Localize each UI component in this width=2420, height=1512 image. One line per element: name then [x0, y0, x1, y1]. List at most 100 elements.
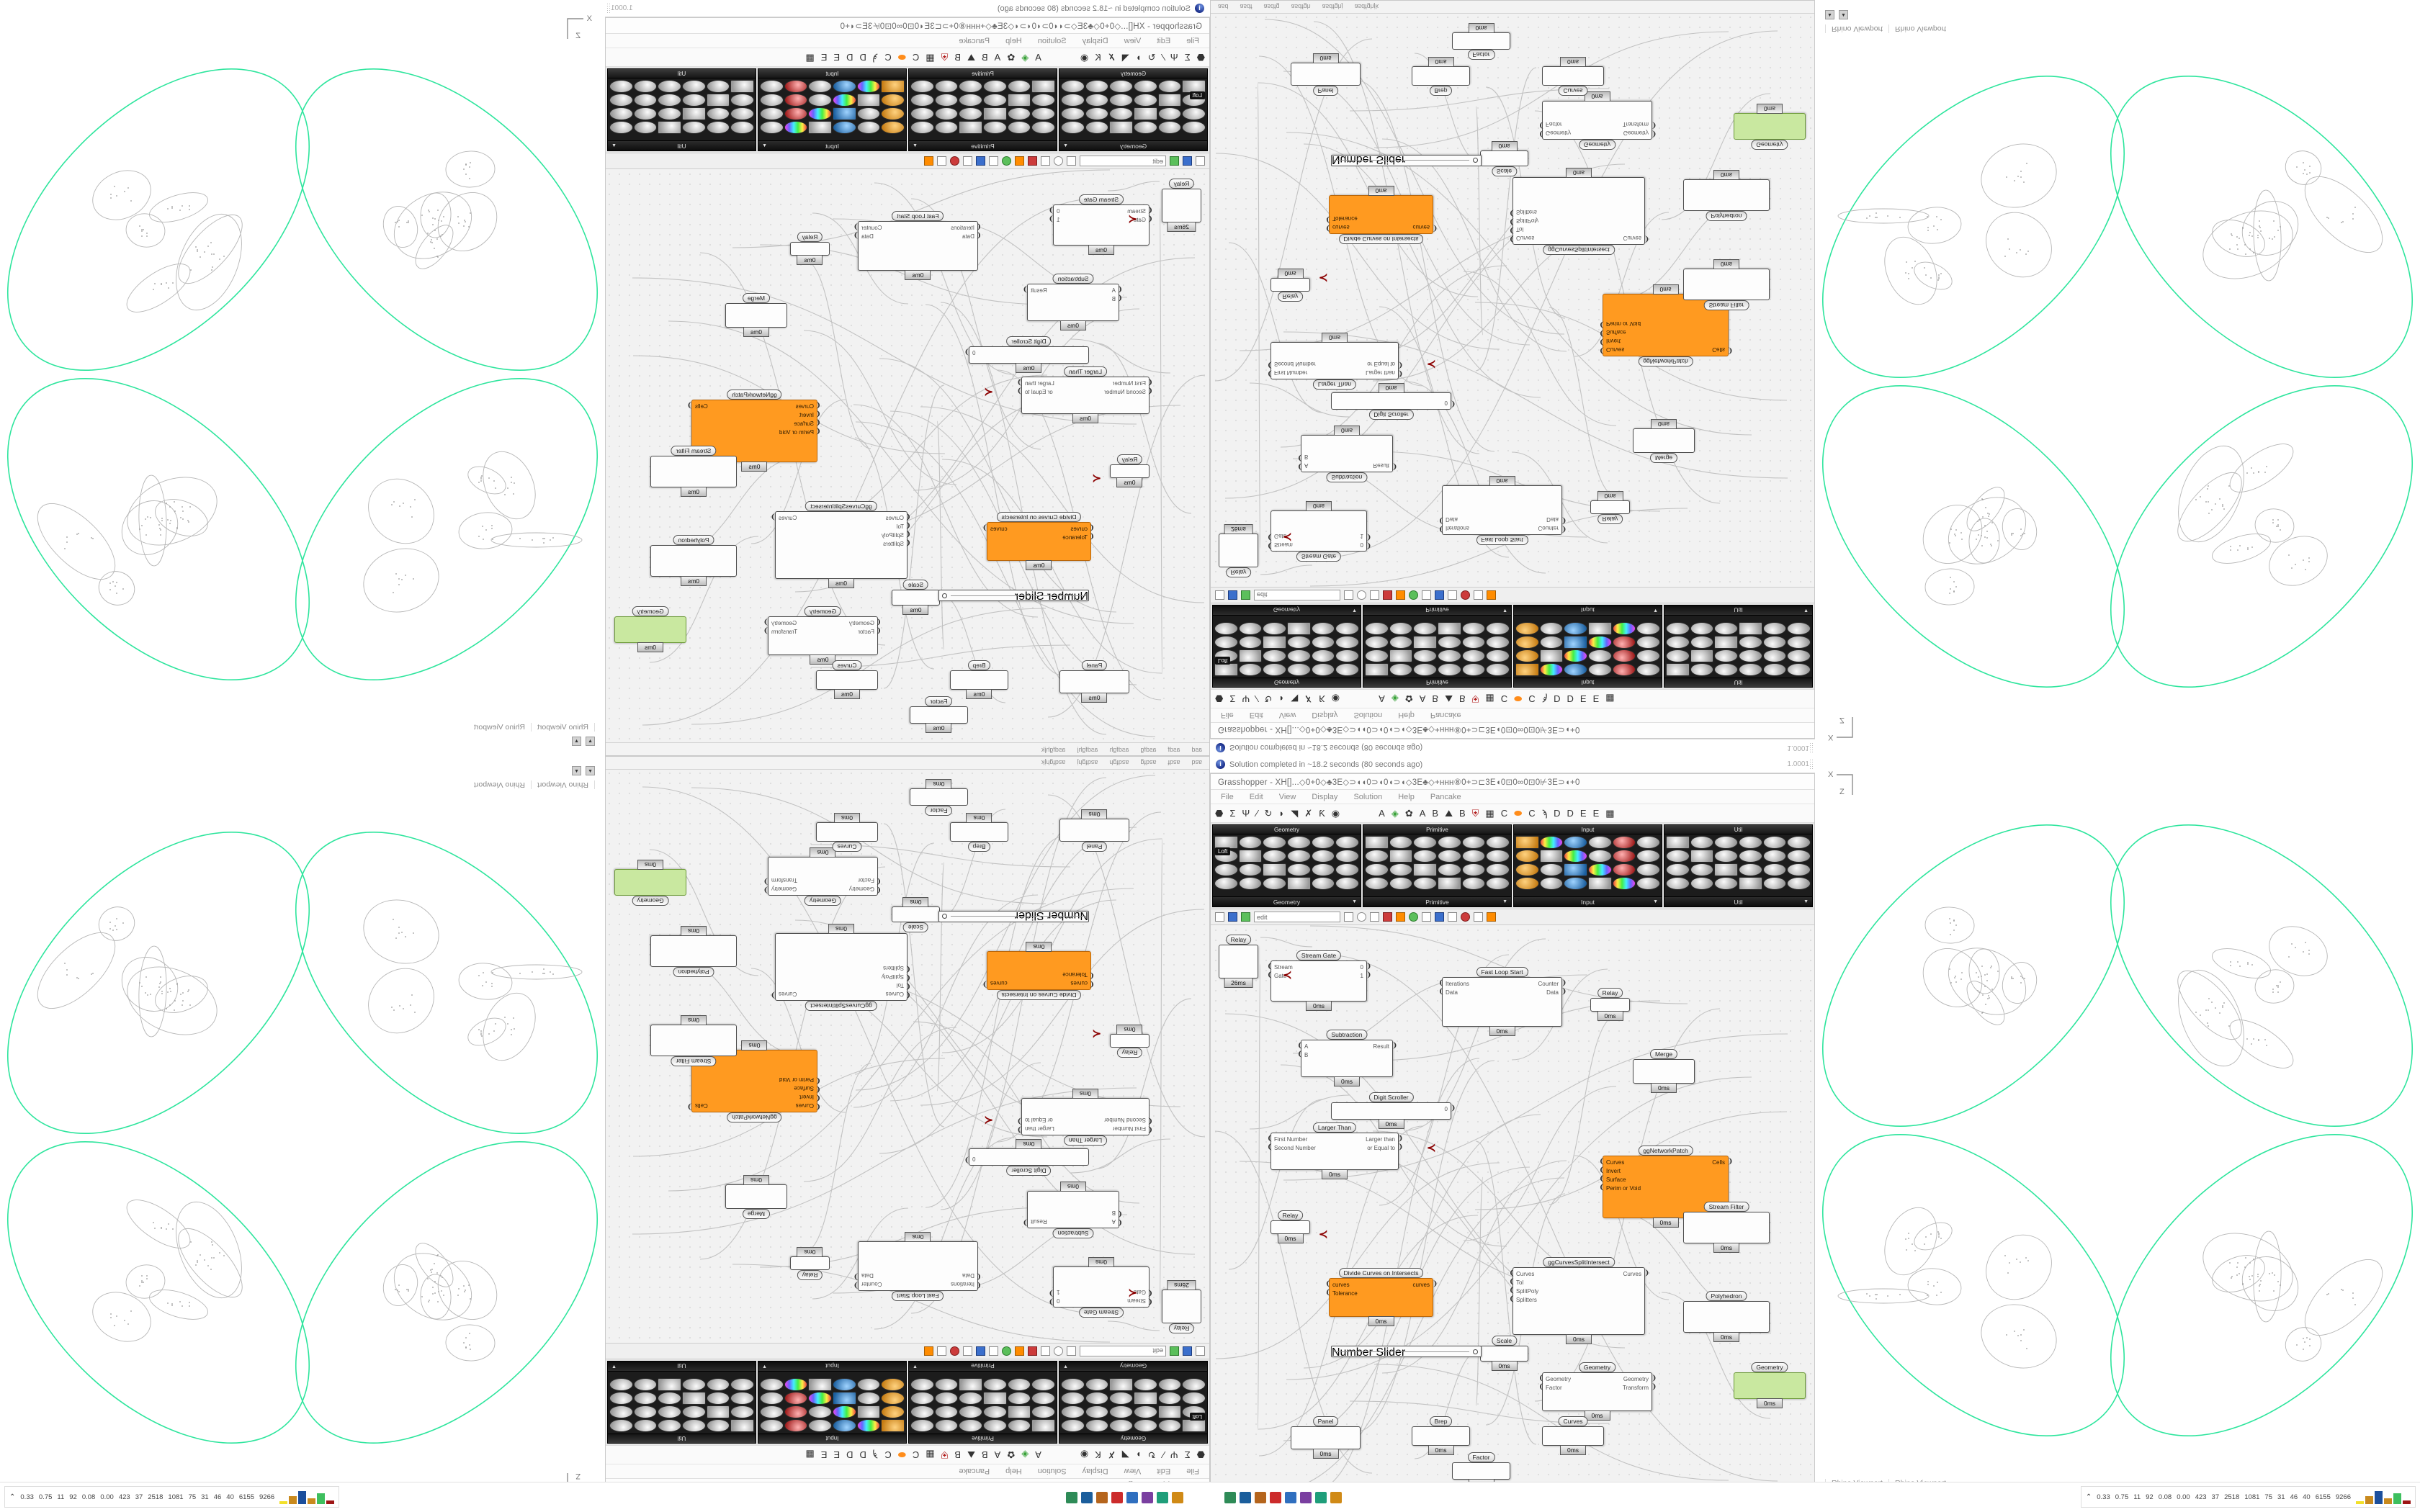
input-port-label[interactable]: Surface [794, 420, 814, 427]
canvas-component[interactable]: Larger Than 0ms First Number ❨ Second Number… [1017, 1089, 1153, 1146]
chevron-down-icon[interactable]: ▼ [1063, 143, 1068, 148]
plugin-b-tab-icon[interactable]: B [981, 52, 988, 63]
palette-component-icon[interactable] [1739, 636, 1762, 649]
palette-component-icon[interactable] [1636, 636, 1660, 649]
palette-component-icon[interactable] [1365, 622, 1389, 635]
palette-component-icon[interactable] [706, 1405, 730, 1418]
output-port-label[interactable]: Result [1373, 462, 1389, 469]
input-port-label[interactable]: Factor [1546, 1385, 1562, 1391]
palette-component-icon[interactable] [658, 121, 681, 134]
plugin-b2-tab-icon[interactable]: B [1458, 808, 1466, 819]
palette-component-icon[interactable] [1690, 836, 1714, 849]
slider-knob[interactable] [1473, 158, 1478, 163]
output-port-label[interactable]: 0 [972, 1156, 976, 1162]
palette-component-icon[interactable] [1182, 107, 1206, 120]
input-port-label[interactable]: Geometry [1546, 130, 1572, 136]
secondary-toolbar[interactable]: edit [606, 153, 1209, 169]
palette-component-icon[interactable] [1031, 107, 1055, 120]
palette-component-icon[interactable] [1486, 636, 1510, 649]
panel-footer-geometry[interactable]: Geometry ▼ [1213, 606, 1361, 616]
input-port-label[interactable]: A [1304, 462, 1309, 469]
input-port[interactable]: ❨ [1538, 1374, 1545, 1382]
canvas-component[interactable]: Subtraction 0ms A ❨ B ❨ Result ❩ [1023, 274, 1123, 330]
canvas-component[interactable]: Scale 0ms [1480, 1336, 1528, 1371]
palette-component-icon[interactable] [1134, 1392, 1157, 1405]
palette-component-icon[interactable] [1413, 636, 1437, 649]
palette-component-icon[interactable] [1365, 863, 1389, 876]
wire-display-icon[interactable] [1041, 156, 1050, 166]
palette-component-icon[interactable] [658, 94, 681, 107]
plugin-a-tab-icon[interactable]: A [1379, 693, 1385, 704]
palette-component-icon[interactable] [1714, 663, 1738, 676]
canvas-component[interactable]: Merge 0ms [1633, 419, 1695, 463]
taskbar-app-icon[interactable] [1111, 1492, 1123, 1503]
input-port-label[interactable]: Invert [799, 412, 814, 418]
surface-tab-icon[interactable]: ↻ [1147, 52, 1156, 63]
output-port-label[interactable]: Counter [861, 225, 882, 231]
mountain-tab-icon[interactable]: ⛰ [1445, 808, 1453, 819]
palette-component-icon[interactable] [1714, 850, 1738, 863]
palette-component-icon[interactable] [1085, 107, 1109, 120]
palette-component-icon[interactable] [881, 107, 905, 120]
palette-component-icon[interactable] [1031, 1378, 1055, 1391]
menu-bar[interactable]: File Edit View Display Solution Help Pan… [606, 34, 1209, 48]
palette-component-icon[interactable] [1085, 1419, 1109, 1432]
palette-component-icon[interactable] [1263, 622, 1286, 635]
panel-footer-primitive[interactable]: Primitive ▼ [909, 140, 1057, 150]
taskbar-app-icon[interactable] [1157, 1492, 1168, 1503]
viewport-tab-strip[interactable]: ▲ ▲ [1825, 10, 1848, 19]
intersect-tab-icon[interactable]: ◥ [1121, 52, 1129, 63]
output-port-label[interactable]: 0 [1057, 208, 1060, 215]
palette-component-icon[interactable] [1214, 663, 1238, 676]
scribble-icon[interactable] [1487, 912, 1496, 922]
output-port[interactable]: ❩ [1450, 1104, 1456, 1112]
palette-component-icon[interactable] [808, 94, 832, 107]
leaf-tab-icon[interactable]: ◈ [1391, 808, 1399, 819]
input-port-label[interactable]: Tolerance [1332, 215, 1358, 222]
palette-component-icon[interactable] [730, 80, 754, 93]
palette-component-icon[interactable] [682, 1392, 706, 1405]
input-port-label[interactable]: Factor [1546, 121, 1562, 127]
palette-component-icon[interactable] [1238, 663, 1263, 676]
palette-component-icon[interactable] [682, 121, 706, 134]
menu-item-help[interactable]: Help [1398, 711, 1415, 720]
palette-component-icon[interactable] [881, 1392, 905, 1405]
panel-icon-grid[interactable] [1059, 78, 1207, 140]
palette-component-icon[interactable] [856, 1419, 881, 1432]
canvas-component[interactable]: Geometry 0ms [614, 860, 686, 906]
palette-component-icon[interactable] [1739, 663, 1762, 676]
canvas-component[interactable]: Fast Loop Start 0ms Iterations ❨ Data ❨ Counte… [853, 211, 982, 280]
input-port-label[interactable]: First Number [1274, 1136, 1308, 1143]
cluster-icon[interactable] [1435, 590, 1444, 600]
palette-component-icon[interactable] [760, 1392, 784, 1405]
palette-component-icon[interactable] [1214, 636, 1238, 649]
output-port-label[interactable]: Larger than [1025, 380, 1054, 387]
input-port-label[interactable]: Data [962, 1272, 974, 1279]
canvas-component[interactable]: Stream Filter 0ms [1683, 1202, 1770, 1253]
panel-footer-input[interactable]: Input ▼ [758, 1362, 906, 1372]
plugin-e2-tab-icon[interactable]: E [1592, 808, 1600, 819]
slider-knob[interactable] [942, 593, 947, 598]
output-port-label[interactable]: Curves [1623, 235, 1641, 241]
palette-component-icon[interactable] [658, 1419, 681, 1432]
output-port-label[interactable]: Curves [1623, 1271, 1641, 1277]
number-slider[interactable]: Number Slider [938, 909, 1089, 922]
input-port-label[interactable]: Iterations [1446, 981, 1469, 987]
viewport-tab-strip[interactable]: ▲ ▲ [572, 737, 595, 746]
input-port[interactable]: ❨ [815, 419, 821, 427]
canvas-component[interactable]: Larger Than 0ms First Number ❨ Second Number… [1267, 333, 1403, 390]
input-port[interactable]: ❨ [905, 539, 911, 547]
menu-item-help[interactable]: Help [1398, 792, 1415, 801]
input-port[interactable]: ❨ [875, 877, 882, 885]
preview-toggle-icon[interactable] [1054, 156, 1063, 166]
secondary-toolbar[interactable]: edit [1211, 587, 1814, 603]
input-port[interactable]: ❨ [975, 223, 982, 231]
preview-toggle-icon[interactable] [1054, 1346, 1063, 1356]
plugin-d-tab-icon[interactable]: D [1554, 693, 1561, 704]
canvas-component[interactable]: Relay 0ms [1110, 454, 1150, 487]
input-port[interactable]: ❨ [975, 232, 982, 240]
ribbon-panel-input[interactable]: Input Input ▼ [1513, 605, 1662, 688]
palette-component-icon[interactable] [609, 80, 633, 93]
palette-component-icon[interactable] [1739, 850, 1762, 863]
panel-icon-grid[interactable] [608, 78, 756, 140]
